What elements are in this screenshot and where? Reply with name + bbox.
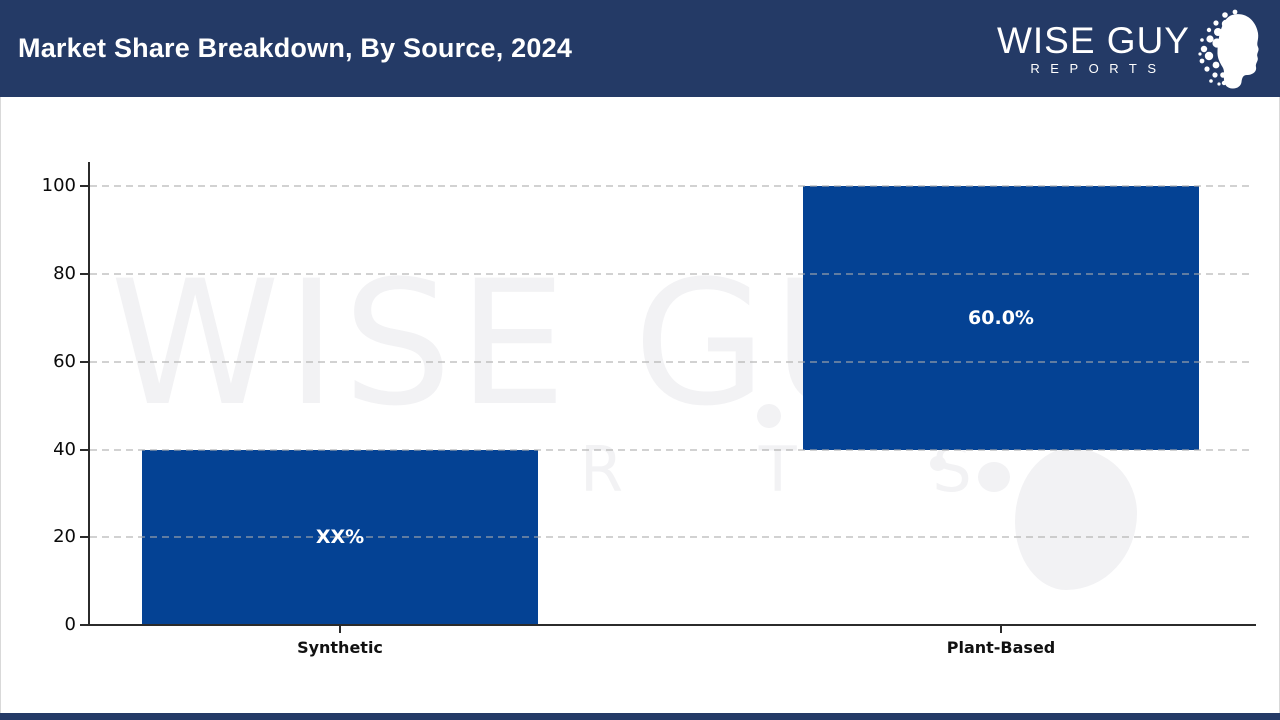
y-tick-label: 100 xyxy=(41,175,76,196)
y-tick-label: 60 xyxy=(53,351,76,372)
watermark-face-blob xyxy=(1015,448,1137,590)
brand-logo: WISE GUY REPORTS xyxy=(997,8,1266,90)
watermark-dot xyxy=(757,404,781,428)
watermark-dot xyxy=(930,456,946,471)
page-title: Market Share Breakdown, By Source, 2024 xyxy=(18,33,573,63)
y-tick xyxy=(80,361,88,363)
x-category-label-synthetic: Synthetic xyxy=(297,638,383,657)
brand-logo-text: WISE GUY REPORTS xyxy=(996,20,1190,77)
gridline-80 xyxy=(90,273,1253,275)
y-tick-label: 80 xyxy=(53,263,76,284)
bar-value-label-plant-based: 60.0% xyxy=(968,307,1034,329)
brand-name: WISE GUY xyxy=(996,20,1190,61)
gridline-60 xyxy=(90,361,1253,363)
bar-value-label-synthetic: XX% xyxy=(315,526,365,548)
gridline-100 xyxy=(90,185,1253,187)
header: Market Share Breakdown, By Source, 2024 … xyxy=(0,0,1280,97)
x-tick xyxy=(339,626,341,633)
watermark-dot xyxy=(978,462,1010,492)
x-category-label-plant-based: Plant-Based xyxy=(946,638,1056,657)
bar-plant-based xyxy=(803,186,1199,450)
wiseguy-face-icon xyxy=(1198,9,1259,89)
y-tick xyxy=(80,449,88,451)
y-tick xyxy=(80,273,88,275)
gridline-20 xyxy=(90,536,1253,538)
y-tick xyxy=(80,185,88,187)
x-axis-line xyxy=(88,624,1256,626)
y-tick-label: 40 xyxy=(53,439,76,460)
y-axis-line xyxy=(88,162,90,626)
y-tick-label: 20 xyxy=(53,526,76,547)
gridline-40 xyxy=(90,449,1253,451)
x-tick xyxy=(1000,626,1002,633)
brand-tagline: REPORTS xyxy=(1030,61,1167,76)
footer-bar xyxy=(0,713,1280,720)
y-tick-label: 0 xyxy=(64,614,76,635)
y-tick xyxy=(80,536,88,538)
y-tick xyxy=(80,624,88,626)
